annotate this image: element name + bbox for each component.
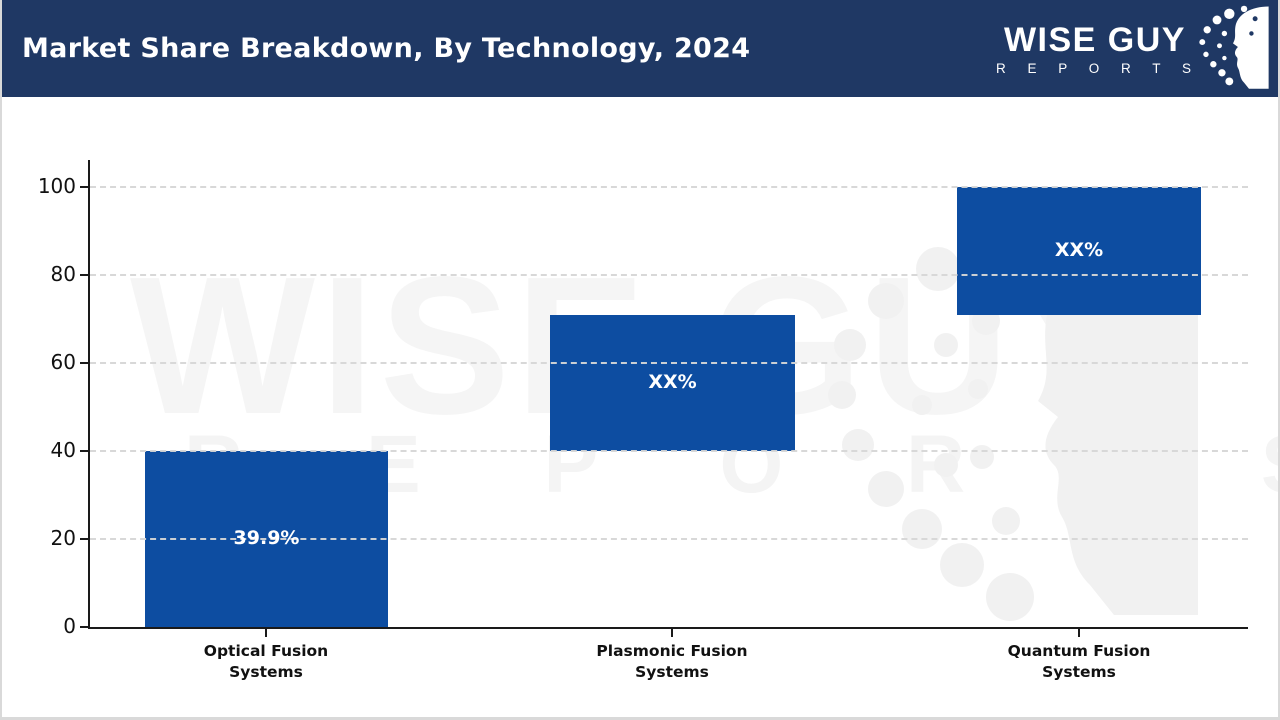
x-tick [265,629,267,637]
gridline-20 [90,538,1248,540]
y-tick [80,626,88,628]
gridline-100 [90,186,1248,188]
watermark-face-icon [762,205,1202,629]
gridline-80 [90,274,1248,276]
bar-plasmonic-fusion [550,315,795,451]
y-axis-line [88,160,90,629]
x-category-label: Quantum Fusion Systems [919,641,1239,682]
x-axis-line [88,627,1248,629]
y-tick [80,186,88,188]
y-tick [80,450,88,452]
x-tick [1078,629,1080,637]
header-bar: Market Share Breakdown, By Technology, 2… [2,0,1278,97]
category-line2: Systems [635,662,709,681]
category-line2: Systems [229,662,303,681]
gridline-40 [90,450,1248,452]
logo-name-text: WISE GUY [1003,21,1186,59]
x-category-label: Plasmonic Fusion Systems [512,641,832,682]
y-tick-label: 20 [50,526,76,550]
page-title: Market Share Breakdown, By Technology, 2… [22,33,751,64]
category-line1: Plasmonic Fusion [596,642,748,660]
logo-face-icon [1194,4,1272,94]
bar-quantum-fusion [957,187,1201,315]
y-tick-label: 100 [37,174,76,198]
x-tick [671,629,673,637]
y-tick [80,362,88,364]
y-tick-label: 40 [50,438,76,462]
y-tick [80,538,88,540]
wise-guy-reports-logo: WISE GUY R E P O R T S [990,4,1272,94]
logo-text: WISE GUY R E P O R T S [990,22,1200,76]
y-tick-label: 60 [50,350,76,374]
x-category-label: Optical Fusion Systems [106,641,426,682]
bar-value-label: 39.9% [233,527,300,549]
category-line2: Systems [1042,662,1116,681]
category-line1: Optical Fusion [203,642,329,660]
gridline-60 [90,362,1248,364]
logo-reports-text: R E P O R T S [995,61,1200,76]
category-line1: Quantum Fusion [1007,642,1151,660]
y-tick-label: 80 [50,262,76,286]
bar-value-label: XX% [1054,239,1104,261]
bar-value-label: XX% [648,371,697,393]
y-tick-label: 0 [63,614,76,638]
y-tick [80,274,88,276]
